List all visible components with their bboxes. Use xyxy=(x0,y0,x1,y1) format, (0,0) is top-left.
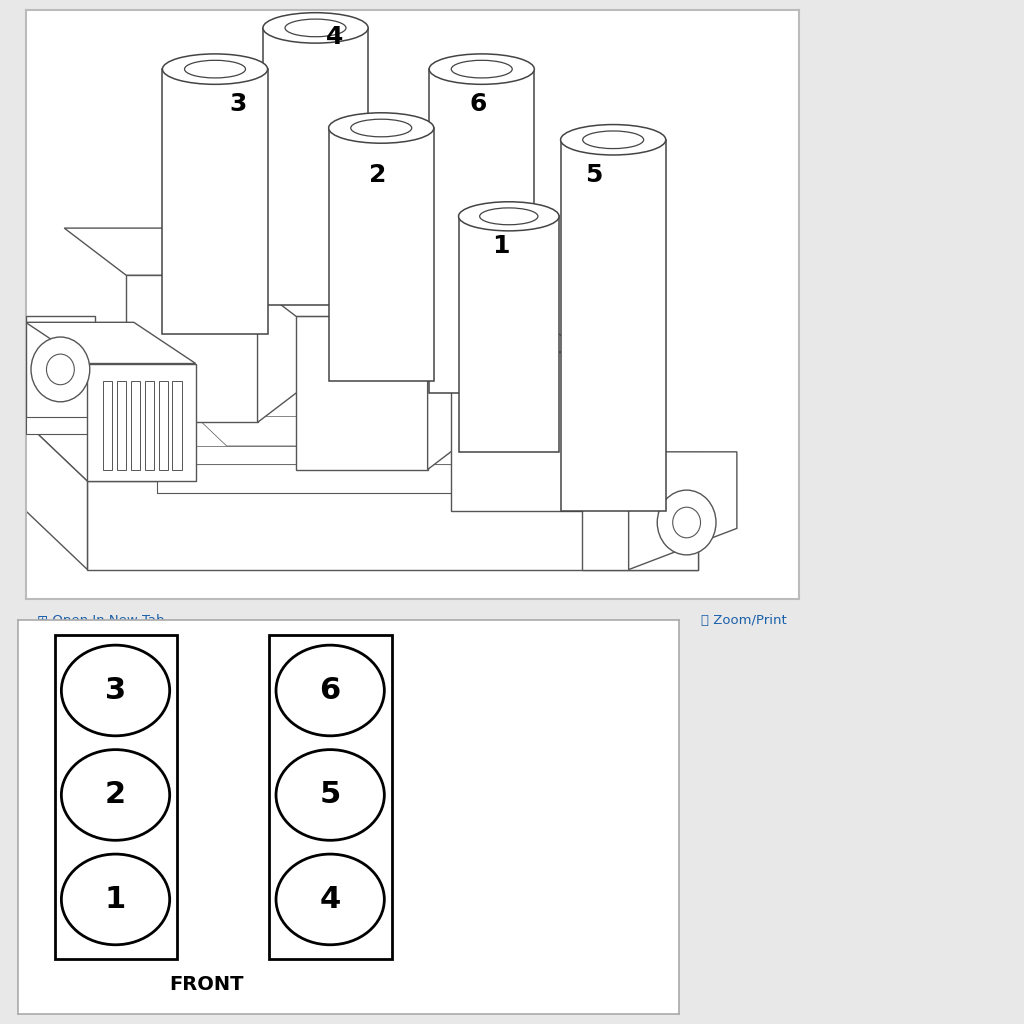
Text: 1: 1 xyxy=(493,233,510,258)
Polygon shape xyxy=(26,423,87,569)
Ellipse shape xyxy=(452,60,512,78)
Ellipse shape xyxy=(351,119,412,137)
Polygon shape xyxy=(26,316,95,423)
Polygon shape xyxy=(87,481,698,569)
FancyBboxPatch shape xyxy=(269,635,391,958)
Polygon shape xyxy=(131,381,140,469)
Ellipse shape xyxy=(163,54,267,84)
Polygon shape xyxy=(157,464,520,494)
Polygon shape xyxy=(87,364,196,481)
Ellipse shape xyxy=(329,113,434,143)
Ellipse shape xyxy=(657,490,716,555)
Text: 6: 6 xyxy=(319,676,341,705)
Ellipse shape xyxy=(184,60,246,78)
Polygon shape xyxy=(258,228,319,423)
Text: ⊞ Open In New Tab: ⊞ Open In New Tab xyxy=(37,614,165,627)
Polygon shape xyxy=(263,28,368,305)
Polygon shape xyxy=(629,452,737,569)
Text: 4: 4 xyxy=(319,885,341,914)
Text: 4: 4 xyxy=(327,25,343,49)
Text: 3: 3 xyxy=(229,92,247,117)
Polygon shape xyxy=(429,70,535,393)
Polygon shape xyxy=(329,128,434,381)
Polygon shape xyxy=(389,305,583,352)
Polygon shape xyxy=(459,216,559,452)
Ellipse shape xyxy=(276,645,384,736)
Polygon shape xyxy=(102,381,113,469)
Ellipse shape xyxy=(560,125,666,155)
Polygon shape xyxy=(163,70,267,334)
Ellipse shape xyxy=(583,131,644,148)
Polygon shape xyxy=(26,323,196,364)
FancyBboxPatch shape xyxy=(54,635,177,958)
Text: 5: 5 xyxy=(585,163,602,187)
Polygon shape xyxy=(157,446,489,464)
Ellipse shape xyxy=(276,854,384,945)
Polygon shape xyxy=(117,381,126,469)
Text: 1: 1 xyxy=(104,885,126,914)
Polygon shape xyxy=(428,269,489,469)
Text: 3: 3 xyxy=(105,676,126,705)
Polygon shape xyxy=(144,381,154,469)
Polygon shape xyxy=(26,417,102,434)
Ellipse shape xyxy=(459,202,559,230)
Polygon shape xyxy=(126,423,520,464)
Polygon shape xyxy=(296,316,428,469)
Ellipse shape xyxy=(429,54,535,84)
Text: FRONT: FRONT xyxy=(169,975,244,993)
Polygon shape xyxy=(126,275,258,423)
Text: 6: 6 xyxy=(469,92,486,117)
Ellipse shape xyxy=(61,750,170,841)
Polygon shape xyxy=(234,269,428,316)
Ellipse shape xyxy=(61,645,170,736)
Text: 2: 2 xyxy=(105,780,126,809)
Polygon shape xyxy=(159,381,168,469)
Ellipse shape xyxy=(263,12,368,43)
Polygon shape xyxy=(172,381,182,469)
Polygon shape xyxy=(65,228,258,275)
Text: 5: 5 xyxy=(319,780,341,809)
Polygon shape xyxy=(560,140,666,511)
Text: 2: 2 xyxy=(369,163,386,187)
Ellipse shape xyxy=(61,854,170,945)
Ellipse shape xyxy=(673,507,700,538)
Polygon shape xyxy=(451,352,583,511)
Ellipse shape xyxy=(479,208,538,224)
Polygon shape xyxy=(583,305,644,511)
Polygon shape xyxy=(26,423,698,481)
Polygon shape xyxy=(583,452,698,569)
Ellipse shape xyxy=(46,354,75,385)
Ellipse shape xyxy=(285,19,346,37)
Polygon shape xyxy=(196,417,489,446)
Text: ⌕ Zoom/Print: ⌕ Zoom/Print xyxy=(701,614,787,627)
Ellipse shape xyxy=(31,337,90,401)
Ellipse shape xyxy=(276,750,384,841)
